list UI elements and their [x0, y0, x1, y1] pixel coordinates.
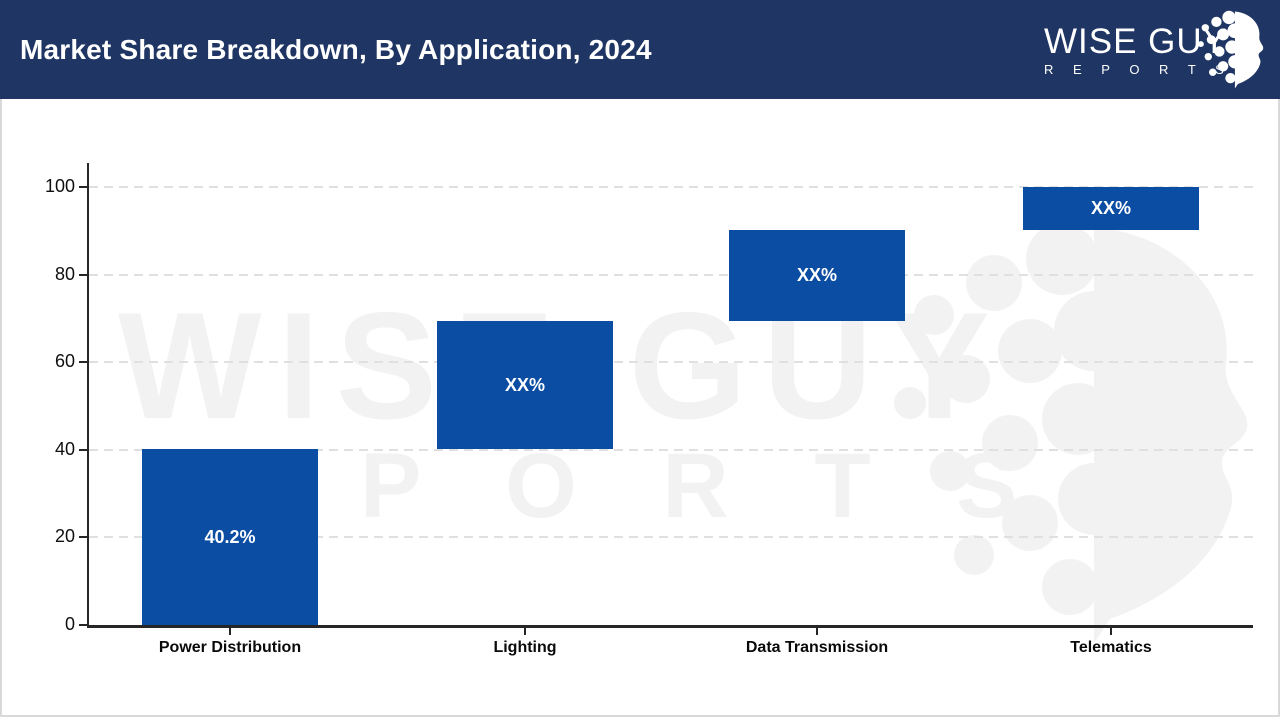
brand-subtitle: R E P O R T S	[1044, 62, 1232, 77]
bottom-border	[0, 715, 1280, 717]
bar-value-label-telematics: XX%	[1090, 198, 1132, 219]
bar-value-label-data-transmission: XX%	[796, 265, 838, 286]
y-tick-mark-80	[79, 273, 87, 276]
gridline-80	[89, 273, 1253, 276]
y-tick-label-0: 0	[64, 614, 75, 634]
x-tick-label-data-transmission: Data Transmission	[745, 639, 889, 656]
y-tick-label-80: 80	[54, 263, 75, 284]
brand-logo: WISE GUY R E P O R T S	[1016, 6, 1266, 94]
x-axis	[87, 625, 1253, 628]
bar-data-transmission: XX%	[729, 230, 905, 322]
x-tick-mark-power-distribution	[229, 628, 231, 635]
y-tick-label-60: 60	[54, 351, 75, 372]
header-bar: Market Share Breakdown, By Application, …	[0, 0, 1280, 99]
y-tick-label-20: 20	[54, 526, 75, 547]
y-tick-label-40: 40	[54, 438, 75, 459]
x-tick-label-telematics: Telematics	[1070, 639, 1152, 656]
bar-lighting: XX%	[437, 321, 613, 450]
bar-value-label-lighting: XX%	[504, 374, 546, 395]
page-title: Market Share Breakdown, By Application, …	[20, 33, 652, 65]
brand-name: WISE GUY	[1044, 22, 1228, 61]
x-tick-label-lighting: Lighting	[493, 639, 557, 656]
y-tick-label-100: 100	[44, 176, 75, 197]
bar-telematics: XX%	[1023, 187, 1199, 231]
gridline-40	[89, 448, 1253, 451]
y-tick-mark-100	[79, 186, 87, 189]
y-tick-mark-0	[79, 624, 87, 626]
y-tick-mark-40	[79, 448, 87, 451]
x-tick-mark-telematics	[1110, 628, 1112, 635]
brand-head-icon	[1197, 10, 1264, 89]
gridline-60	[89, 361, 1253, 364]
x-tick-label-power-distribution: Power Distribution	[158, 639, 302, 656]
gridline-20	[89, 536, 1253, 539]
bar-value-label-power-distribution: 40.2%	[204, 526, 256, 547]
x-tick-mark-lighting	[524, 628, 526, 635]
brand-logo-text: WISE GUY R E P O R T S	[1044, 24, 1232, 78]
y-tick-mark-60	[79, 361, 87, 364]
x-tick-mark-data-transmission	[816, 628, 818, 635]
gridline-100	[89, 186, 1253, 189]
bar-power-distribution: 40.2%	[142, 449, 318, 625]
y-tick-mark-20	[79, 536, 87, 539]
y-axis	[87, 163, 89, 628]
